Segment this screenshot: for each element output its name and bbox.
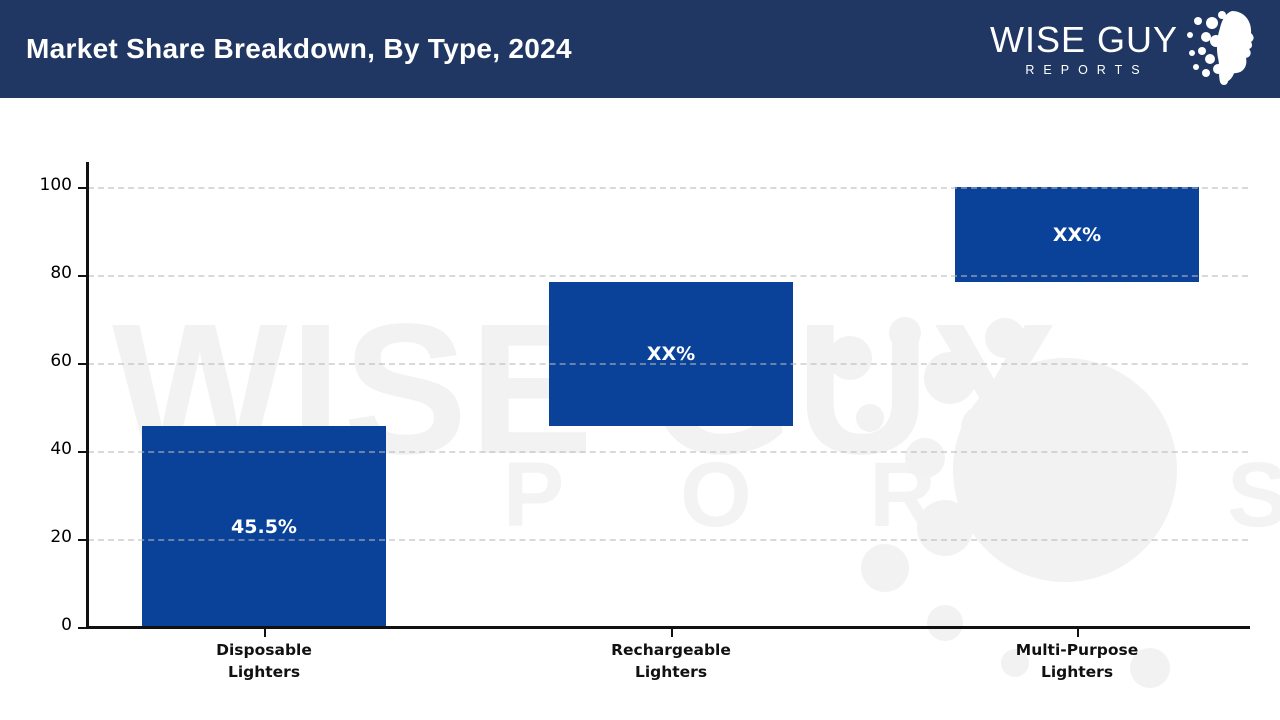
watermark-face-dots <box>828 317 1177 688</box>
logo-name: WISE GUY <box>989 18 1178 60</box>
y-tick <box>78 187 86 189</box>
category-label-multi-purpose: Multi-Purpose Lighters <box>1015 641 1139 681</box>
y-tick-label: 0 <box>61 615 72 635</box>
y-tick <box>78 627 86 629</box>
x-axis-line <box>86 626 1250 629</box>
bar-rechargeable-lighters: XX% <box>549 282 793 426</box>
x-tick <box>264 629 266 637</box>
logo-text: WISE GUY REPORTS <box>989 18 1178 77</box>
y-axis-line <box>86 162 89 629</box>
bar-value-label: XX% <box>646 343 696 365</box>
gridline-40 <box>88 451 1248 453</box>
gridline-100 <box>88 187 1248 189</box>
y-tick-label: 40 <box>50 439 72 459</box>
category-label-disposable: Disposable Lighters <box>216 641 312 681</box>
y-tick-label: 100 <box>39 175 72 195</box>
brand-logo: WISE GUY REPORTS <box>990 7 1254 91</box>
x-tick <box>671 629 673 637</box>
bar-value-label: 45.5% <box>231 515 297 538</box>
gridline-80 <box>88 275 1248 277</box>
chart-area: WISE GUY R E P O R T S 45.5% XX% XX% 100… <box>0 98 1280 720</box>
gridline-60 <box>88 363 1248 365</box>
logo-tagline: REPORTS <box>1025 62 1149 77</box>
y-tick <box>78 451 86 453</box>
bar-value-label: XX% <box>1052 223 1102 246</box>
page-title: Market Share Breakdown, By Type, 2024 <box>26 33 572 64</box>
header: Market Share Breakdown, By Type, 2024 WI… <box>0 0 1280 98</box>
bar-disposable-lighters: 45.5% <box>142 426 386 627</box>
y-tick <box>78 275 86 277</box>
y-tick-label: 80 <box>50 263 72 283</box>
y-tick-label: 20 <box>50 527 72 547</box>
gridline-20 <box>88 539 1248 541</box>
bar-multi-purpose-lighters: XX% <box>955 187 1199 282</box>
x-tick <box>1077 629 1079 637</box>
y-tick-label: 60 <box>50 351 72 371</box>
y-tick <box>78 363 86 365</box>
category-label-rechargeable: Rechargeable Lighters <box>611 641 731 681</box>
y-tick <box>78 539 86 541</box>
face-profile-icon <box>1187 11 1254 85</box>
